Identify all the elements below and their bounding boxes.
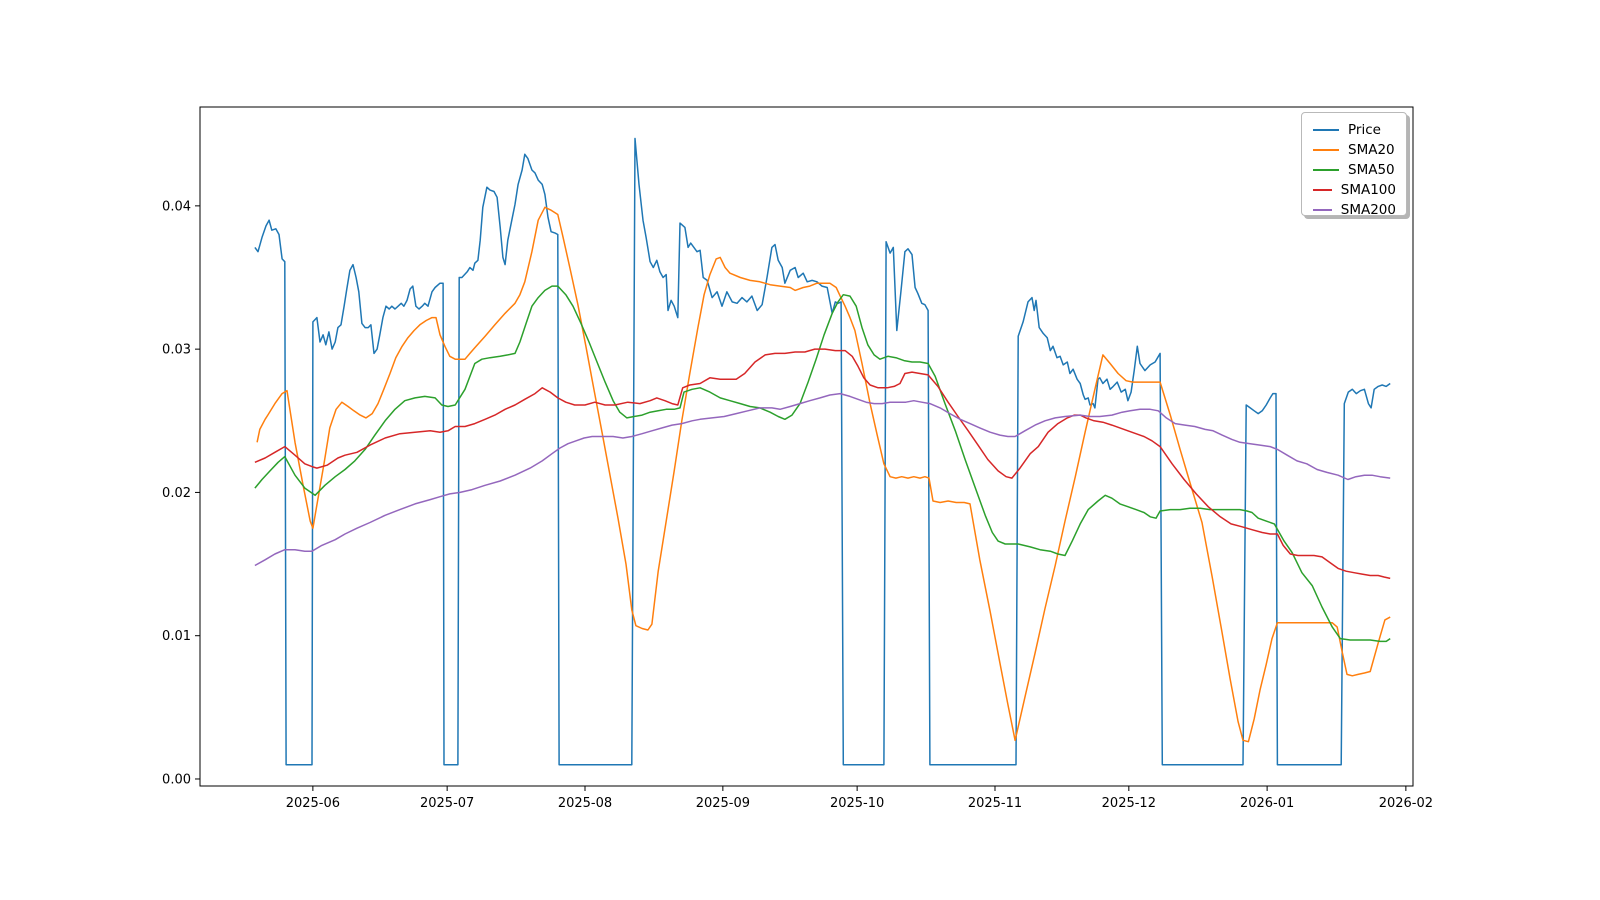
sma50-line-swatch xyxy=(1313,169,1339,171)
legend: Price SMA20 SMA50 SMA100 SMA200 xyxy=(1301,112,1407,218)
sma200-line-swatch xyxy=(1313,209,1332,211)
x-tick-label: 2025-08 xyxy=(558,796,612,811)
series-sma200-line xyxy=(254,392,1391,567)
legend-label-sma50: SMA50 xyxy=(1348,162,1395,178)
series-sma20-line xyxy=(256,206,1391,743)
sma100-line-swatch xyxy=(1313,189,1332,191)
x-tick-label: 2026-02 xyxy=(1379,796,1433,811)
x-tick-label: 2025-12 xyxy=(1102,796,1156,811)
legend-item-sma20: SMA20 xyxy=(1313,140,1396,160)
legend-label-sma200: SMA200 xyxy=(1340,202,1396,218)
series-price-line xyxy=(254,137,1391,766)
y-tick-label: 0.01 xyxy=(162,629,191,644)
series-sma50-line xyxy=(254,285,1391,643)
axes-spines xyxy=(199,106,1414,787)
legend-item-sma100: SMA100 xyxy=(1313,180,1396,200)
sma20-line-swatch xyxy=(1313,149,1339,151)
y-tick-label: 0.00 xyxy=(162,772,191,787)
legend-label-sma20: SMA20 xyxy=(1348,142,1395,158)
x-tick-label: 2025-11 xyxy=(968,796,1022,811)
x-tick-label: 2025-07 xyxy=(420,796,474,811)
legend-item-price: Price xyxy=(1313,120,1396,140)
price-line-swatch xyxy=(1313,129,1339,131)
y-tick-label: 0.03 xyxy=(162,343,191,358)
series-sma100-line xyxy=(254,348,1391,580)
x-tick-label: 2025-09 xyxy=(696,796,750,811)
legend-label-sma100: SMA100 xyxy=(1340,182,1396,198)
y-tick-label: 0.02 xyxy=(162,486,191,501)
x-tick-label: 2025-10 xyxy=(830,796,884,811)
legend-item-sma200: SMA200 xyxy=(1313,200,1396,220)
legend-label-price: Price xyxy=(1348,122,1381,138)
y-tick-label: 0.04 xyxy=(162,199,191,214)
legend-item-sma50: SMA50 xyxy=(1313,160,1396,180)
x-tick-label: 2026-01 xyxy=(1240,796,1294,811)
x-tick-label: 2025-06 xyxy=(286,796,340,811)
